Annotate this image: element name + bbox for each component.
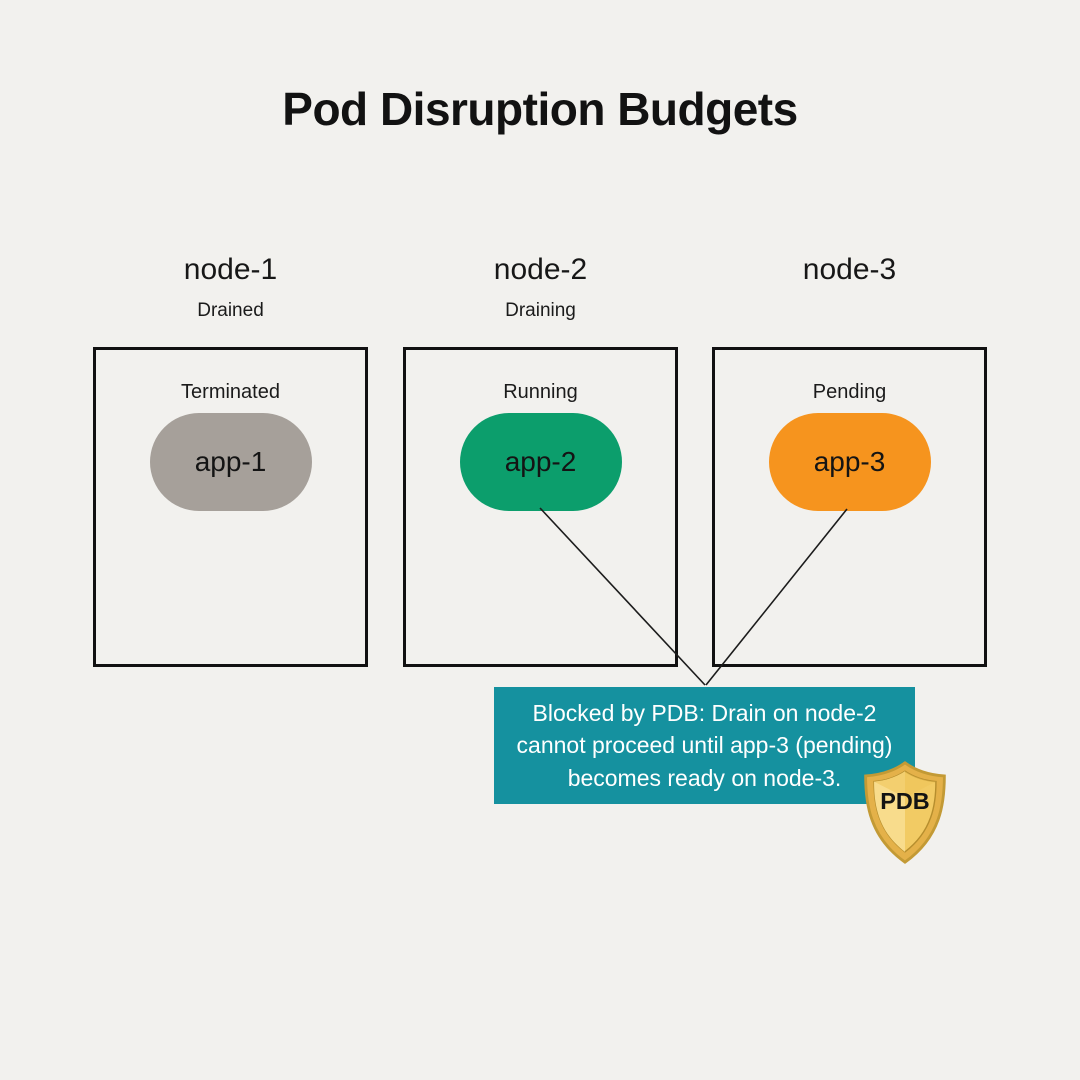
node-box: Running app-2 — [403, 347, 678, 667]
node-group-1: node-1 Drained Terminated app-1 — [93, 252, 368, 667]
page-title: Pod Disruption Budgets — [282, 83, 798, 135]
node-box: Terminated app-1 — [93, 347, 368, 667]
pod-name: app-3 — [813, 446, 886, 477]
pod-pill: app-1 — [149, 413, 312, 511]
shield-top-facet — [874, 771, 936, 798]
node-name: node-1 — [183, 253, 278, 286]
pdb-shield-icon: PDB — [864, 761, 946, 864]
node-name: node-2 — [493, 253, 588, 286]
pod-status: Pending — [812, 381, 887, 403]
node-group-2: node-2 Draining Running app-2 — [403, 252, 678, 667]
node-name: node-3 — [802, 253, 897, 286]
pod-pill: app-2 — [459, 413, 622, 511]
pdb-badge-label: PDB — [880, 788, 929, 814]
pdb-callout: Blocked by PDB: Drain on node-2 cannot p… — [494, 687, 915, 804]
node-state: Draining — [505, 300, 576, 321]
pod-status: Running — [503, 381, 578, 403]
pod-status: Terminated — [181, 381, 280, 403]
node-state: Drained — [197, 300, 264, 321]
node-state — [712, 299, 987, 323]
node-group-3: node-3 Pending app-3 — [712, 252, 987, 667]
node-box: Pending app-3 — [712, 347, 987, 667]
pod-name: app-2 — [504, 446, 577, 477]
callout-text: Blocked by PDB: Drain on node-2 cannot p… — [516, 699, 893, 791]
pod-pill: app-3 — [768, 413, 931, 511]
pod-name: app-1 — [194, 446, 267, 477]
